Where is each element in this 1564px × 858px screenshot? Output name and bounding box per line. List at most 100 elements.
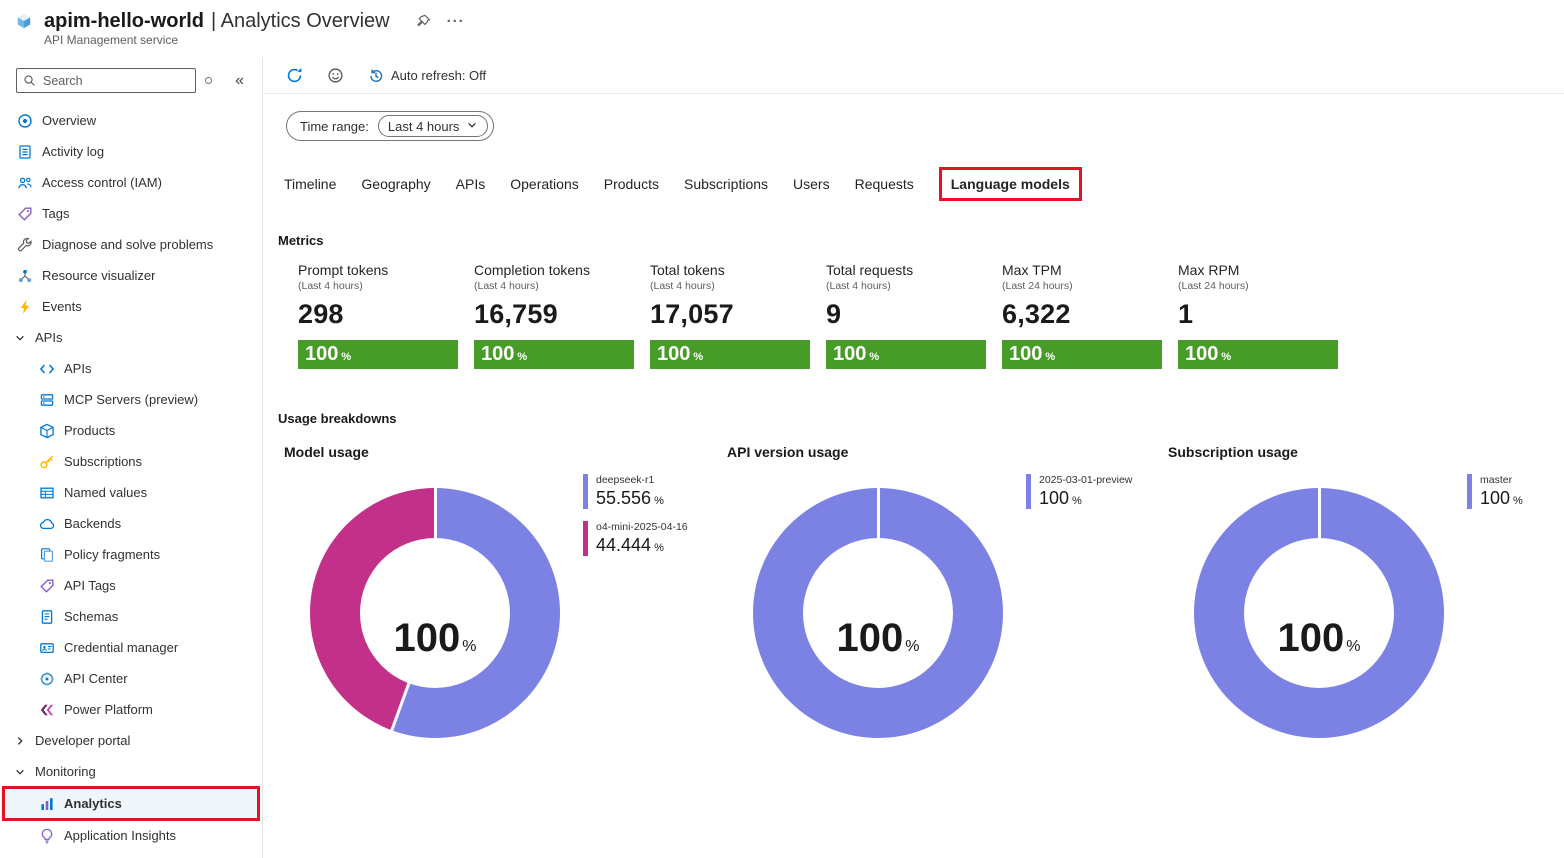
sidebar-item-label: MCP Servers (preview) [64,392,199,407]
metric-label: Prompt tokens [298,262,389,278]
legend-text: master 100% [1480,474,1523,509]
chevron-down-icon [14,332,26,344]
sidebar-item-access-control-iam[interactable]: Access control (IAM) [0,167,262,198]
sidebar-item-resource-visualizer[interactable]: Resource visualizer [0,260,262,291]
metric-success-bar: 100% [650,340,810,369]
backends-icon [39,516,55,532]
sidebar-item-monitoring[interactable]: Monitoring [0,756,262,787]
sidebar: « Overview Activity log Access control (IA… [0,58,263,858]
slice-divider [310,488,560,738]
sidebar-item-api-center[interactable]: API Center [0,663,262,694]
sidebar-item-api-tags[interactable]: API Tags [0,570,262,601]
sidebar-item-events[interactable]: Events [0,291,262,322]
sidebar-item-label: APIs [35,330,63,345]
sidebar-search-row: « [0,66,262,103]
sidebar-item-power-platform[interactable]: Power Platform [0,694,262,725]
search-options-icon[interactable] [204,76,213,85]
tab-timeline[interactable]: Timeline [284,176,337,192]
refresh-button[interactable] [286,67,303,84]
sidebar-item-application-insights[interactable]: Application Insights [0,820,262,851]
sidebar-item-diagnose-and-solve-problems[interactable]: Diagnose and solve problems [0,229,262,260]
chart-legend: deepseek-r1 55.556% o4-mini-2025-04-16 44.4… [583,474,688,568]
sidebar-item-policy-fragments[interactable]: Policy fragments [0,539,262,570]
metric-card-prompt-tokens: Prompt tokens (Last 4 hours) 298 100% [298,262,474,369]
legend-value-unit: % [1072,495,1082,507]
more-button[interactable]: ··· [446,13,465,30]
slice-divider [1194,488,1444,738]
legend-value-unit: % [654,495,664,507]
service-type: API Management service [44,33,179,47]
api-tags-icon [39,578,55,594]
donut-center-unit: % [1346,638,1361,655]
sidebar-item-label: Policy fragments [64,547,161,562]
sidebar-item-label: Schemas [64,609,119,624]
auto-refresh-button[interactable]: Auto refresh: Off [368,68,486,84]
legend-swatch [583,474,588,509]
legend-value: 100% [1039,488,1132,509]
schemas-icon [39,609,55,625]
sidebar-item-products[interactable]: Products [0,415,262,446]
tab-subscriptions[interactable]: Subscriptions [683,176,769,192]
time-range-dropdown[interactable]: Last 4 hours [377,115,489,137]
chevron-right-icon [14,735,26,747]
donut-center-value: 100 [1277,616,1345,660]
legend-value-unit: % [1513,495,1523,507]
sidebar-item-label: Power Platform [64,702,153,717]
metric-value: 16,759 [474,299,558,329]
named-values-icon [39,485,55,501]
tab-operations[interactable]: Operations [510,176,579,192]
sidebar-item-label: Subscriptions [64,454,143,469]
sidebar-item-subscriptions[interactable]: Subscriptions [0,446,262,477]
sidebar-item-apis[interactable]: APIs [0,353,262,384]
time-range-filter[interactable]: Time range: Last 4 hours [286,111,495,141]
sidebar-item-mcp-servers-preview[interactable]: MCP Servers (preview) [0,384,262,415]
metric-success-bar: 100% [826,340,986,369]
metric-period: (Last 4 hours) [298,280,363,292]
chart-title: API version usage [727,444,849,460]
tab-users[interactable]: Users [793,176,830,192]
feedback-button[interactable] [327,67,344,84]
sidebar-item-label: API Tags [64,578,116,593]
tab-apis[interactable]: APIs [455,176,486,192]
sidebar-item-overview[interactable]: Overview [0,105,262,136]
legend-swatch [1026,474,1031,509]
sidebar-item-named-values[interactable]: Named values [0,477,262,508]
sidebar-item-apis[interactable]: APIs [0,322,262,353]
metric-value: 9 [826,299,842,329]
donut-center-value: 100 [393,616,461,660]
metric-period: (Last 4 hours) [474,280,539,292]
tab-language-models[interactable]: Language models [938,167,1082,201]
legend-text: deepseek-r1 55.556% [596,474,664,509]
tab-geography[interactable]: Geography [361,176,431,192]
sidebar-item-label: Developer portal [35,733,131,748]
title-block: apim-hello-world | Analytics Overview ··… [44,10,465,47]
sidebar-item-tags[interactable]: Tags [0,198,262,229]
donut-chart: 100% [753,488,1003,738]
legend-item: master 100% [1467,474,1523,509]
collapse-sidebar-button[interactable]: « [235,71,244,89]
slice-divider [753,488,1003,738]
chart-body: 100% 2025-03-01-preview 100% [727,460,1168,738]
pin-icon[interactable] [416,14,431,29]
search-input[interactable] [16,68,196,93]
tab-products[interactable]: Products [603,176,659,192]
legend-value: 55.556% [596,488,664,509]
sidebar-item-developer-portal[interactable]: Developer portal [0,725,262,756]
metrics-section-title: Metrics [278,233,324,248]
metric-bar-unit: % [341,351,352,363]
legend-item: deepseek-r1 55.556% [583,474,688,509]
legend-value-number: 55.556 [596,488,652,508]
sidebar-item-credential-manager[interactable]: Credential manager [0,632,262,663]
usage-chart-subscription-usage: Subscription usage 100% master 100% [1168,444,1523,738]
tab-requests[interactable]: Requests [854,176,914,192]
metric-bar-unit: % [1221,351,1232,363]
metric-label: Max RPM [1178,262,1240,278]
sidebar-item-label: Resource visualizer [42,268,156,283]
sidebar-item-analytics[interactable]: Analytics [2,786,260,821]
metric-bar-value: 100 [1185,343,1219,365]
sidebar-item-backends[interactable]: Backends [0,508,262,539]
sidebar-item-activity-log[interactable]: Activity log [0,136,262,167]
sidebar-item-schemas[interactable]: Schemas [0,601,262,632]
slice-divider-line [433,488,437,539]
chart-body: 100% master 100% [1168,460,1523,738]
